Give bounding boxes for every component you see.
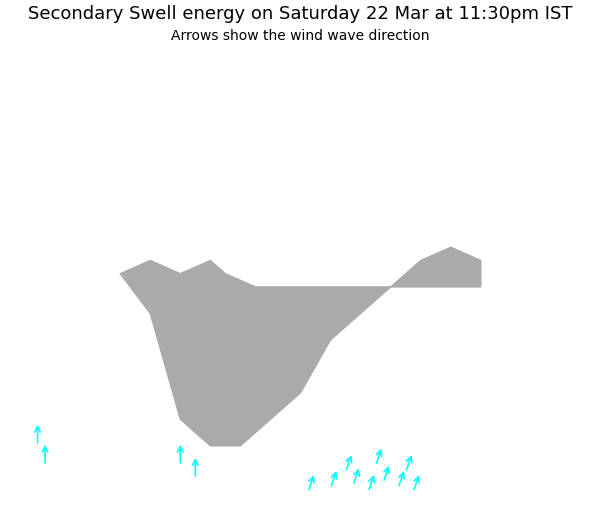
Polygon shape: [120, 247, 481, 446]
Text: Secondary Swell energy on Saturday 22 Mar at 11:30pm IST: Secondary Swell energy on Saturday 22 Ma…: [28, 5, 573, 23]
Text: Arrows show the wind wave direction: Arrows show the wind wave direction: [171, 30, 430, 44]
